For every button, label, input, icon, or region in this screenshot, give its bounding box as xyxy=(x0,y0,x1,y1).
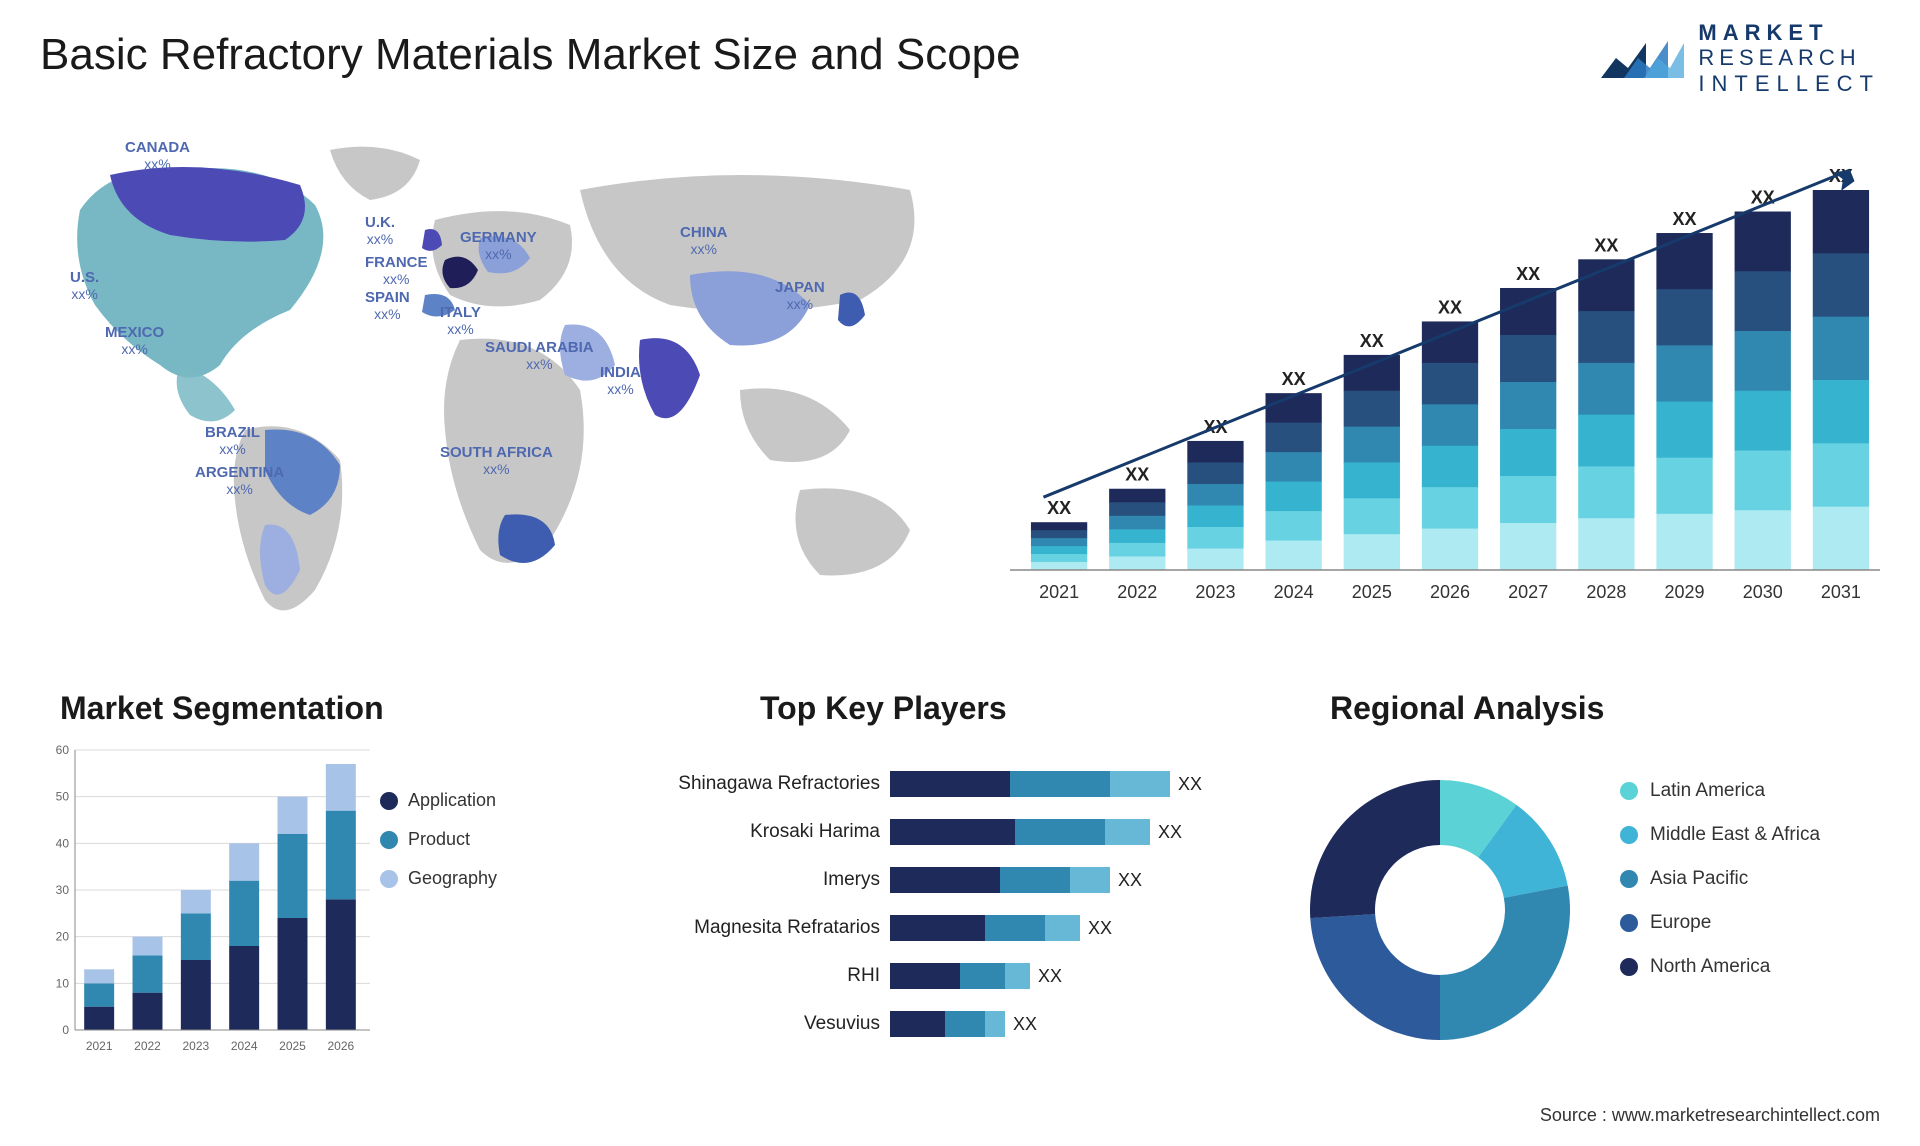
svg-text:XX: XX xyxy=(1282,369,1306,389)
map-label: BRAZILxx% xyxy=(205,425,260,457)
legend-item: Asia Pacific xyxy=(1620,868,1820,890)
player-bar xyxy=(890,867,1110,893)
map-label: U.S.xx% xyxy=(70,270,99,302)
segmentation-chart: 0 10 20 30 40 50 60 2021 2022 2023 2024 2025 2026 xyxy=(40,740,600,1080)
player-row: RHI XX xyxy=(660,952,1220,1000)
map-label: INDIAxx% xyxy=(600,365,641,397)
svg-text:XX: XX xyxy=(1360,331,1384,351)
player-name: Magnesita Refratarios xyxy=(660,917,890,939)
legend-item: Geography xyxy=(380,868,497,889)
map-label: JAPANxx% xyxy=(775,280,825,312)
map-label: ARGENTINAxx% xyxy=(195,465,284,497)
player-row: Magnesita Refratarios XX xyxy=(660,904,1220,952)
svg-text:2021: 2021 xyxy=(86,1039,113,1053)
svg-text:2025: 2025 xyxy=(1352,582,1392,602)
legend-item: Latin America xyxy=(1620,780,1820,802)
svg-text:XX: XX xyxy=(1516,264,1540,284)
map-label: CANADAxx% xyxy=(125,140,190,172)
logo-text-1: MARKET xyxy=(1698,20,1880,45)
segmentation-legend: Application Product Geography xyxy=(380,790,497,907)
svg-text:XX: XX xyxy=(1047,498,1071,518)
map-label: SPAINxx% xyxy=(365,290,410,322)
map-label: SAUDI ARABIAxx% xyxy=(485,340,594,372)
page-title: Basic Refractory Materials Market Size a… xyxy=(40,30,1021,80)
map-label: SOUTH AFRICAxx% xyxy=(440,445,553,477)
segmentation-title: Market Segmentation xyxy=(60,690,384,727)
player-row: Shinagawa Refractories XX xyxy=(660,760,1220,808)
regional-title: Regional Analysis xyxy=(1330,690,1604,727)
player-row: Imerys XX xyxy=(660,856,1220,904)
player-value: XX xyxy=(1088,918,1112,939)
svg-text:XX: XX xyxy=(1438,297,1462,317)
map-label: CHINAxx% xyxy=(680,225,728,257)
brand-logo: MARKET RESEARCH INTELLECT xyxy=(1596,20,1880,96)
svg-text:50: 50 xyxy=(56,790,70,804)
map-label: FRANCExx% xyxy=(365,255,428,287)
svg-text:2031: 2031 xyxy=(1821,582,1861,602)
player-bar xyxy=(890,915,1080,941)
player-row: Krosaki Harima XX xyxy=(660,808,1220,856)
regional-legend: Latin America Middle East & Africa Asia Pa… xyxy=(1620,780,1820,1000)
player-row: Vesuvius XX xyxy=(660,1000,1220,1048)
player-name: Krosaki Harima xyxy=(660,821,890,843)
map-label: ITALYxx% xyxy=(440,305,481,337)
market-size-chart: XX 2021 XX 2022 XX 2023 XX 2024 XX 2025 XX 2026 XX 20… xyxy=(1010,150,1880,610)
svg-text:2026: 2026 xyxy=(327,1039,354,1053)
svg-text:2030: 2030 xyxy=(1743,582,1783,602)
player-value: XX xyxy=(1038,966,1062,987)
legend-item: Application xyxy=(380,790,497,811)
svg-text:2027: 2027 xyxy=(1508,582,1548,602)
legend-item: Europe xyxy=(1620,912,1820,934)
svg-text:2023: 2023 xyxy=(1195,582,1235,602)
legend-item: Middle East & Africa xyxy=(1620,824,1820,846)
player-value: XX xyxy=(1158,822,1182,843)
player-value: XX xyxy=(1013,1014,1037,1035)
world-map: CANADAxx% U.S.xx%MEXICOxx% BRAZILxx% ARGENT… xyxy=(40,130,960,640)
map-label: MEXICOxx% xyxy=(105,325,164,357)
svg-text:10: 10 xyxy=(56,976,70,990)
svg-text:2021: 2021 xyxy=(1039,582,1079,602)
svg-text:2029: 2029 xyxy=(1665,582,1705,602)
svg-text:2023: 2023 xyxy=(182,1039,209,1053)
player-name: Imerys xyxy=(660,869,890,891)
logo-text-3: INTELLECT xyxy=(1698,71,1880,96)
legend-item: North America xyxy=(1620,956,1820,978)
svg-text:2025: 2025 xyxy=(279,1039,306,1053)
player-bar xyxy=(890,963,1030,989)
source-text: Source : www.marketresearchintellect.com xyxy=(1540,1105,1880,1126)
svg-text:2022: 2022 xyxy=(1117,582,1157,602)
key-players-title: Top Key Players xyxy=(760,690,1007,727)
regional-donut xyxy=(1290,760,1590,1060)
key-players-chart: Shinagawa Refractories XX Krosaki Harima XX… xyxy=(660,760,1220,1048)
svg-text:40: 40 xyxy=(56,836,70,850)
legend-item: Product xyxy=(380,829,497,850)
player-bar xyxy=(890,1011,1005,1037)
player-value: XX xyxy=(1118,870,1142,891)
player-value: XX xyxy=(1178,774,1202,795)
player-name: Shinagawa Refractories xyxy=(660,773,890,795)
svg-text:30: 30 xyxy=(56,883,70,897)
svg-text:60: 60 xyxy=(56,743,70,757)
svg-text:20: 20 xyxy=(56,930,70,944)
player-name: Vesuvius xyxy=(660,1013,890,1035)
svg-text:0: 0 xyxy=(62,1023,69,1037)
player-bar xyxy=(890,771,1170,797)
logo-text-2: RESEARCH xyxy=(1698,45,1880,70)
svg-text:2022: 2022 xyxy=(134,1039,161,1053)
svg-text:XX: XX xyxy=(1125,465,1149,485)
svg-text:2026: 2026 xyxy=(1430,582,1470,602)
logo-icon xyxy=(1596,23,1686,93)
svg-text:2028: 2028 xyxy=(1586,582,1626,602)
svg-text:XX: XX xyxy=(1594,235,1618,255)
svg-text:XX: XX xyxy=(1673,209,1697,229)
svg-text:2024: 2024 xyxy=(1274,582,1314,602)
map-label: GERMANYxx% xyxy=(460,230,537,262)
map-label: U.K.xx% xyxy=(365,215,395,247)
player-name: RHI xyxy=(660,965,890,987)
svg-text:2024: 2024 xyxy=(231,1039,258,1053)
player-bar xyxy=(890,819,1150,845)
